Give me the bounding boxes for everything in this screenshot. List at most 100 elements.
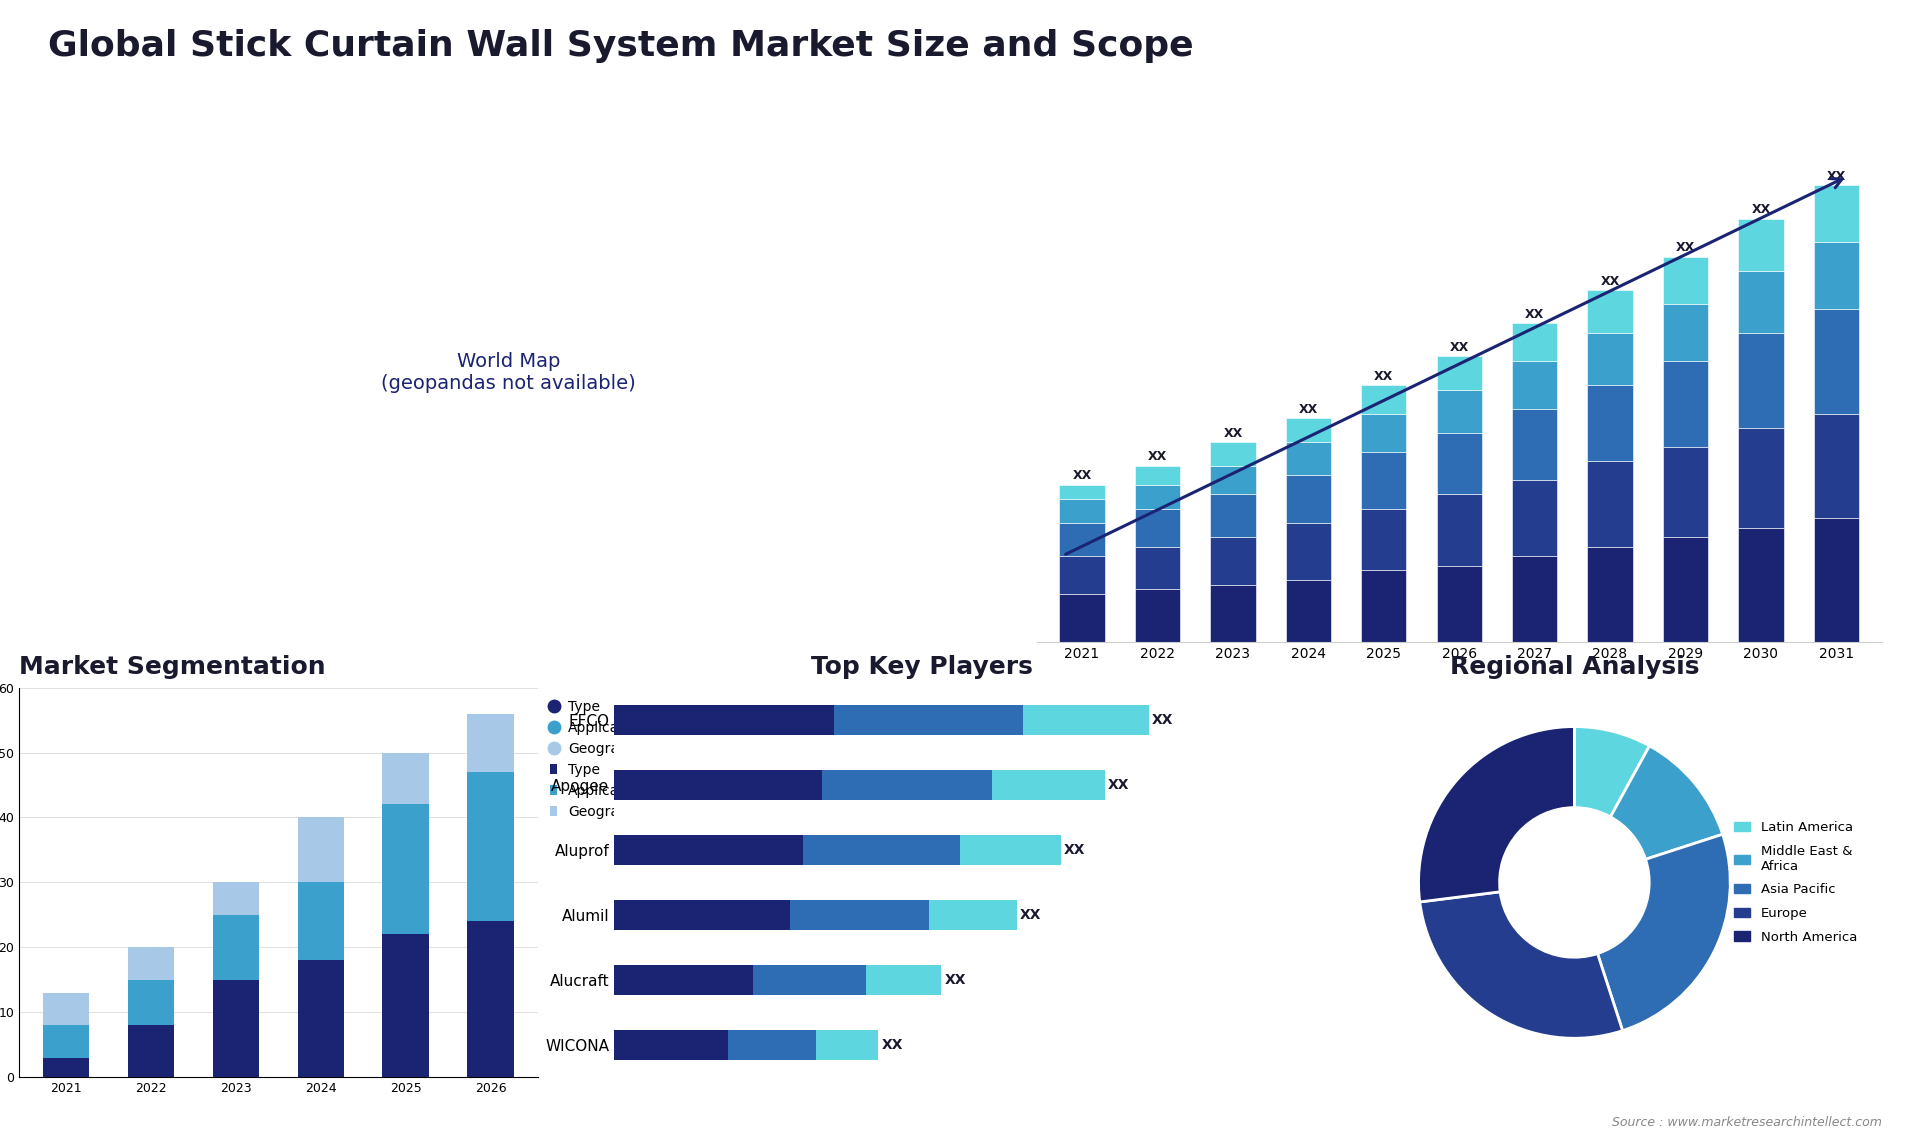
Bar: [1361, 571, 1405, 642]
Text: XX: XX: [1064, 843, 1085, 857]
Text: XX: XX: [1223, 426, 1242, 440]
Bar: [1513, 409, 1557, 480]
Bar: [1286, 476, 1331, 523]
Bar: [213, 882, 259, 915]
Bar: [614, 835, 803, 864]
Bar: [1210, 442, 1256, 465]
Bar: [1436, 432, 1482, 494]
Text: XX: XX: [1073, 470, 1092, 482]
Bar: [1135, 485, 1181, 509]
Bar: [803, 835, 960, 864]
Bar: [614, 1030, 728, 1060]
Bar: [298, 960, 344, 1077]
Bar: [1588, 332, 1632, 385]
Bar: [960, 835, 1060, 864]
Bar: [1814, 309, 1859, 414]
Bar: [1361, 452, 1405, 509]
Bar: [382, 934, 430, 1077]
Bar: [614, 901, 791, 929]
Text: World Map
(geopandas not available): World Map (geopandas not available): [382, 352, 636, 393]
Bar: [1286, 580, 1331, 642]
Bar: [467, 921, 515, 1077]
Bar: [467, 714, 515, 772]
Legend: Type, Application, Geography, Type, Application, Geography: Type, Application, Geography, Type, Appl…: [545, 694, 651, 824]
Bar: [1436, 494, 1482, 566]
Bar: [127, 980, 175, 1026]
Bar: [1060, 485, 1104, 500]
Bar: [1588, 461, 1632, 547]
Text: XX: XX: [1298, 403, 1317, 416]
Bar: [1814, 186, 1859, 242]
Bar: [614, 705, 835, 735]
Bar: [1210, 465, 1256, 494]
Bar: [991, 770, 1104, 800]
Wedge shape: [1419, 727, 1574, 902]
Wedge shape: [1597, 834, 1730, 1030]
Bar: [866, 965, 941, 995]
Text: XX: XX: [1152, 713, 1173, 727]
Bar: [614, 965, 753, 995]
Bar: [213, 980, 259, 1077]
Bar: [614, 770, 822, 800]
Text: XX: XX: [1751, 203, 1770, 217]
Bar: [1663, 361, 1709, 447]
Text: XX: XX: [1601, 275, 1620, 288]
Title: Top Key Players: Top Key Players: [810, 654, 1033, 678]
Bar: [1060, 500, 1104, 523]
Bar: [1436, 390, 1482, 432]
Text: XX: XX: [1676, 242, 1695, 254]
Bar: [1023, 705, 1148, 735]
Text: XX: XX: [945, 973, 966, 987]
Bar: [835, 705, 1023, 735]
Bar: [1513, 361, 1557, 409]
Bar: [929, 901, 1018, 929]
Bar: [1286, 523, 1331, 580]
Bar: [1738, 270, 1784, 332]
Bar: [1663, 257, 1709, 304]
Text: XX: XX: [1148, 450, 1167, 463]
Bar: [791, 901, 929, 929]
Bar: [1513, 556, 1557, 642]
Bar: [822, 770, 991, 800]
Bar: [1135, 589, 1181, 642]
Bar: [1436, 566, 1482, 642]
Bar: [213, 915, 259, 980]
Bar: [753, 965, 866, 995]
Bar: [1286, 418, 1331, 442]
Bar: [1135, 465, 1181, 485]
Bar: [1436, 356, 1482, 390]
Bar: [298, 882, 344, 960]
Bar: [1210, 584, 1256, 642]
Bar: [1814, 242, 1859, 309]
Text: XX: XX: [1524, 308, 1544, 321]
Bar: [1513, 323, 1557, 361]
Bar: [1588, 290, 1632, 332]
Bar: [1060, 595, 1104, 642]
Bar: [1738, 427, 1784, 527]
Bar: [1738, 527, 1784, 642]
Bar: [1361, 414, 1405, 452]
Bar: [42, 1026, 90, 1058]
Wedge shape: [1611, 746, 1722, 860]
Bar: [1210, 494, 1256, 537]
Bar: [1738, 219, 1784, 270]
Title: Regional Analysis: Regional Analysis: [1450, 654, 1699, 678]
Bar: [1513, 480, 1557, 556]
Bar: [1361, 509, 1405, 571]
Text: Market Segmentation: Market Segmentation: [19, 654, 326, 678]
Text: XX: XX: [1826, 170, 1845, 183]
Bar: [728, 1030, 816, 1060]
Bar: [127, 1026, 175, 1077]
Text: XX: XX: [881, 1038, 902, 1052]
Bar: [127, 948, 175, 980]
Bar: [1663, 447, 1709, 537]
Text: XX: XX: [1375, 370, 1394, 383]
Legend: Latin America, Middle East &
Africa, Asia Pacific, Europe, North America: Latin America, Middle East & Africa, Asi…: [1730, 816, 1862, 949]
Bar: [1588, 547, 1632, 642]
Bar: [467, 772, 515, 921]
Wedge shape: [1419, 892, 1622, 1038]
Bar: [382, 804, 430, 934]
Bar: [42, 992, 90, 1026]
Text: XX: XX: [1108, 778, 1129, 792]
Bar: [1663, 537, 1709, 642]
